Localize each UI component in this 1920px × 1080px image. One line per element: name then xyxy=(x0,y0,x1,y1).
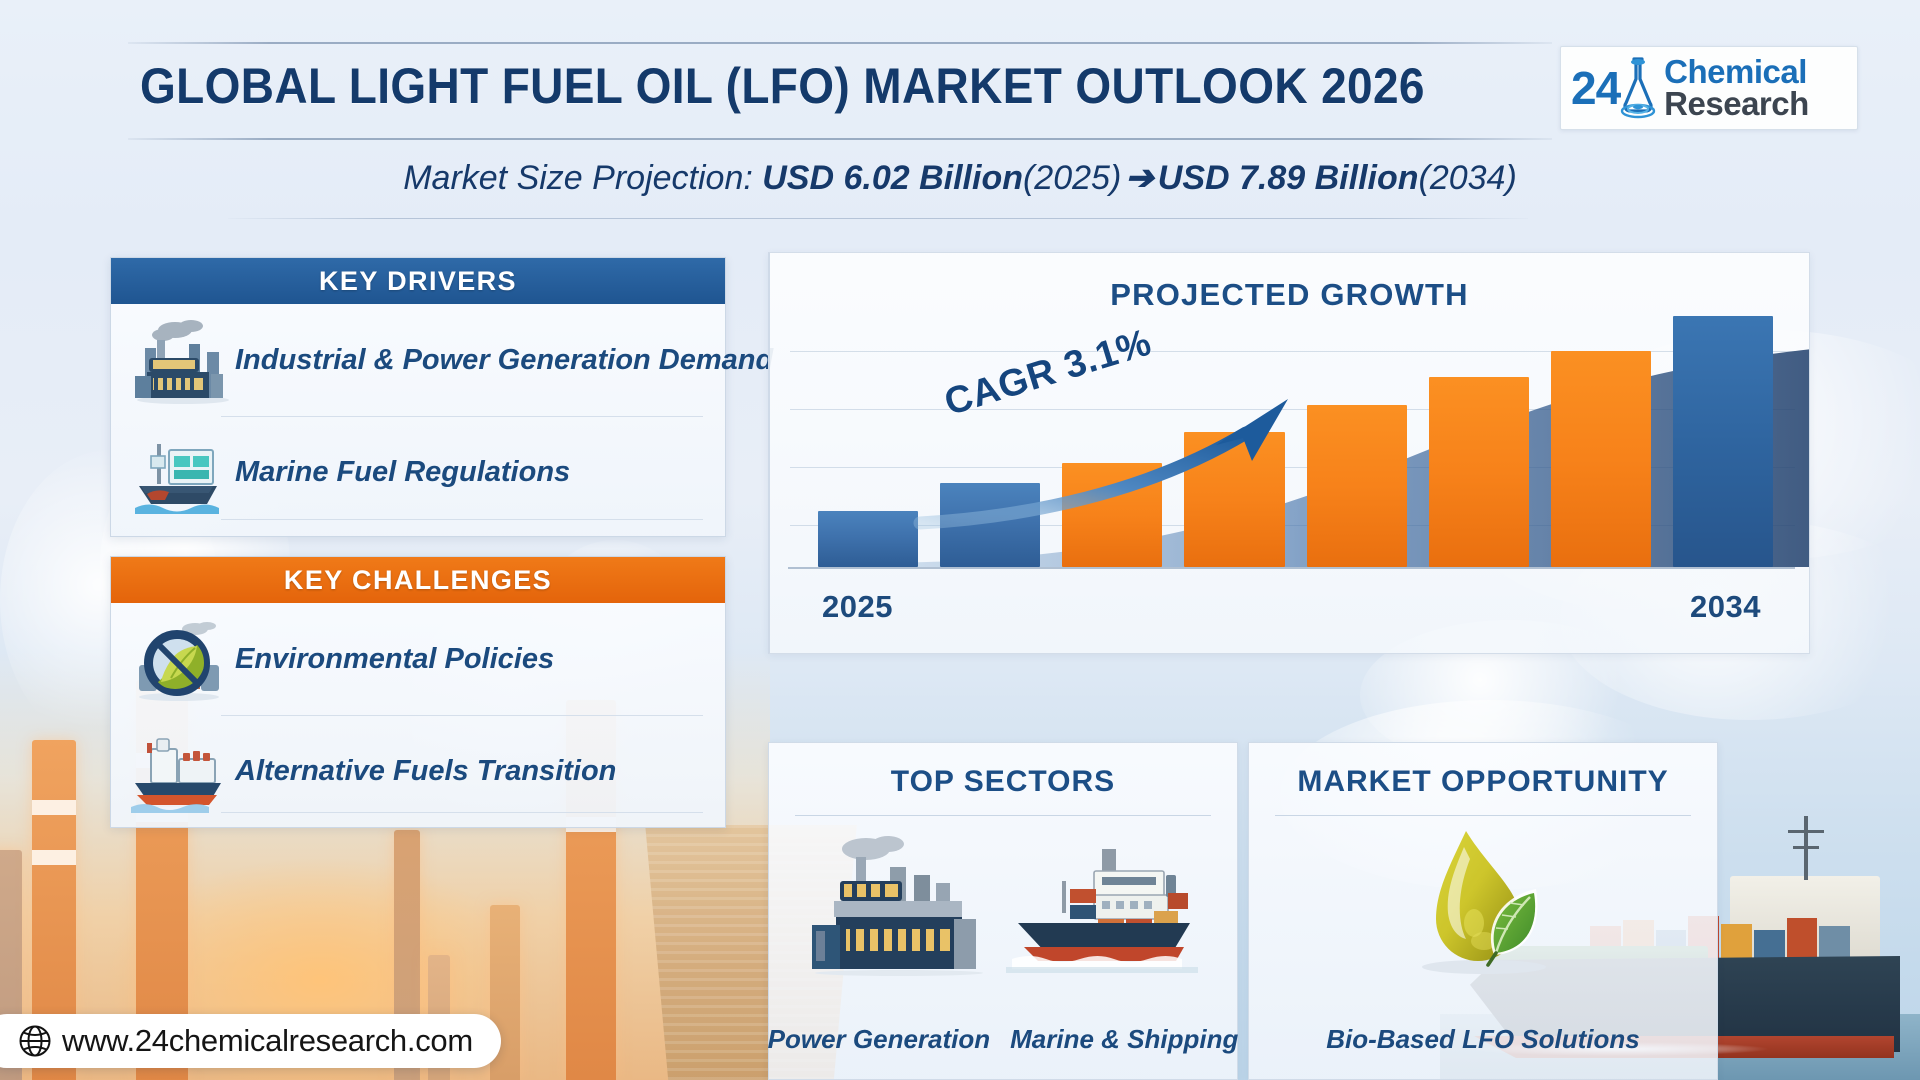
chart-title: PROJECTED GROWTH xyxy=(1110,277,1469,312)
list-item[interactable]: Marine Fuel Regulations xyxy=(111,416,725,528)
subtitle-value-start: USD 6.02 Billion xyxy=(762,159,1023,197)
chart-bars xyxy=(818,316,1773,567)
subtitle: Market Size Projection: USD 6.02 Billion… xyxy=(0,158,1920,198)
bar-2034 xyxy=(1672,316,1773,567)
list-item[interactable]: Alternative Fuels Transition xyxy=(111,715,725,827)
bar-2029 xyxy=(1306,404,1407,567)
growth-arrow-icon xyxy=(913,383,1346,533)
flask-icon xyxy=(1618,55,1658,121)
top-sectors-artwork xyxy=(769,827,1237,977)
cargo-ship-icon xyxy=(127,426,231,518)
factory-icon xyxy=(127,314,231,406)
list-divider xyxy=(221,812,703,813)
subtitle-prefix: Market Size Projection: xyxy=(403,159,763,197)
no-emissions-leaf-icon xyxy=(127,613,231,705)
subtitle-year-end: (2034) xyxy=(1418,159,1517,197)
power-plant-icon xyxy=(804,827,994,977)
sector-label-power-generation: Power Generation xyxy=(767,1024,991,1054)
oil-droplet-leaf-icon xyxy=(1388,825,1578,977)
website-url-text: www.24chemicalresearch.com xyxy=(62,1023,473,1058)
list-item-label: Environmental Policies xyxy=(235,642,555,675)
market-opportunity-heading: MARKET OPPORTUNITY xyxy=(1297,765,1669,798)
chart-plot-area: CAGR 3.1% 2025 2034 xyxy=(770,316,1809,643)
list-item-label: Alternative Fuels Transition xyxy=(235,754,617,787)
key-challenges-heading: KEY CHALLENGES xyxy=(111,557,725,603)
market-opportunity-artwork xyxy=(1249,827,1717,977)
list-item[interactable]: Industrial & Power Generation Demand xyxy=(111,304,773,416)
opportunity-label-bio-based: Bio-Based LFO Solutions xyxy=(1326,1024,1640,1054)
top-sectors-heading: TOP SECTORS xyxy=(890,765,1116,798)
axis-baseline xyxy=(788,567,1795,569)
website-url-pill[interactable]: www.24chemicalresearch.com xyxy=(0,1014,501,1068)
title-rule-top xyxy=(128,42,1552,44)
axis-label-end: 2034 xyxy=(1690,589,1761,624)
section-divider xyxy=(795,815,1211,816)
logo-wordmark: Chemical Research xyxy=(1664,52,1809,122)
tanker-ship-icon xyxy=(127,725,231,817)
key-drivers-heading: KEY DRIVERS xyxy=(111,258,725,304)
axis-label-start: 2025 xyxy=(822,589,893,624)
key-challenges-panel: KEY CHALLENGES Environmental Policies xyxy=(110,556,726,828)
projected-growth-chart: PROJECTED GROWTH xyxy=(768,252,1810,654)
sector-label-marine-shipping: Marine & Shipping xyxy=(1010,1024,1239,1054)
market-opportunity-panel: MARKET OPPORTUNITY xyxy=(1248,742,1718,1080)
arrow-right-icon: ➔ xyxy=(1125,159,1154,197)
top-sectors-panel: TOP SECTORS xyxy=(768,742,1238,1080)
bar-2031 xyxy=(1550,351,1651,567)
logo-word-chemical: Chemical xyxy=(1664,52,1807,90)
ship-mast xyxy=(1788,816,1824,880)
list-divider xyxy=(221,519,703,520)
list-item-label: Industrial & Power Generation Demand xyxy=(235,343,774,376)
logo-number: 24 xyxy=(1571,62,1621,114)
page-title: GLOBAL LIGHT FUEL OIL (LFO) MARKET OUTLO… xyxy=(140,58,1425,114)
list-item[interactable]: Environmental Policies xyxy=(111,603,725,715)
key-drivers-panel: KEY DRIVERS xyxy=(110,257,773,537)
subtitle-year-start: (2025) xyxy=(1022,159,1122,197)
section-divider xyxy=(1275,815,1691,816)
globe-icon xyxy=(18,1024,52,1058)
logo-word-research: Research xyxy=(1664,85,1809,122)
subtitle-value-end: USD 7.89 Billion xyxy=(1157,159,1419,197)
top-sectors-labels: Power Generation Marine & Shipping xyxy=(767,1024,1239,1055)
bar-2025 xyxy=(818,511,919,567)
market-opportunity-labels: Bio-Based LFO Solutions xyxy=(1249,1024,1717,1055)
container-ship-icon xyxy=(1002,827,1202,977)
title-rule-bottom xyxy=(128,138,1552,140)
list-item-label: Marine Fuel Regulations xyxy=(235,455,571,488)
brand-logo[interactable]: 24 Chemical Research xyxy=(1560,46,1858,130)
subtitle-rule xyxy=(228,218,1528,219)
bar-2030 xyxy=(1428,376,1529,567)
